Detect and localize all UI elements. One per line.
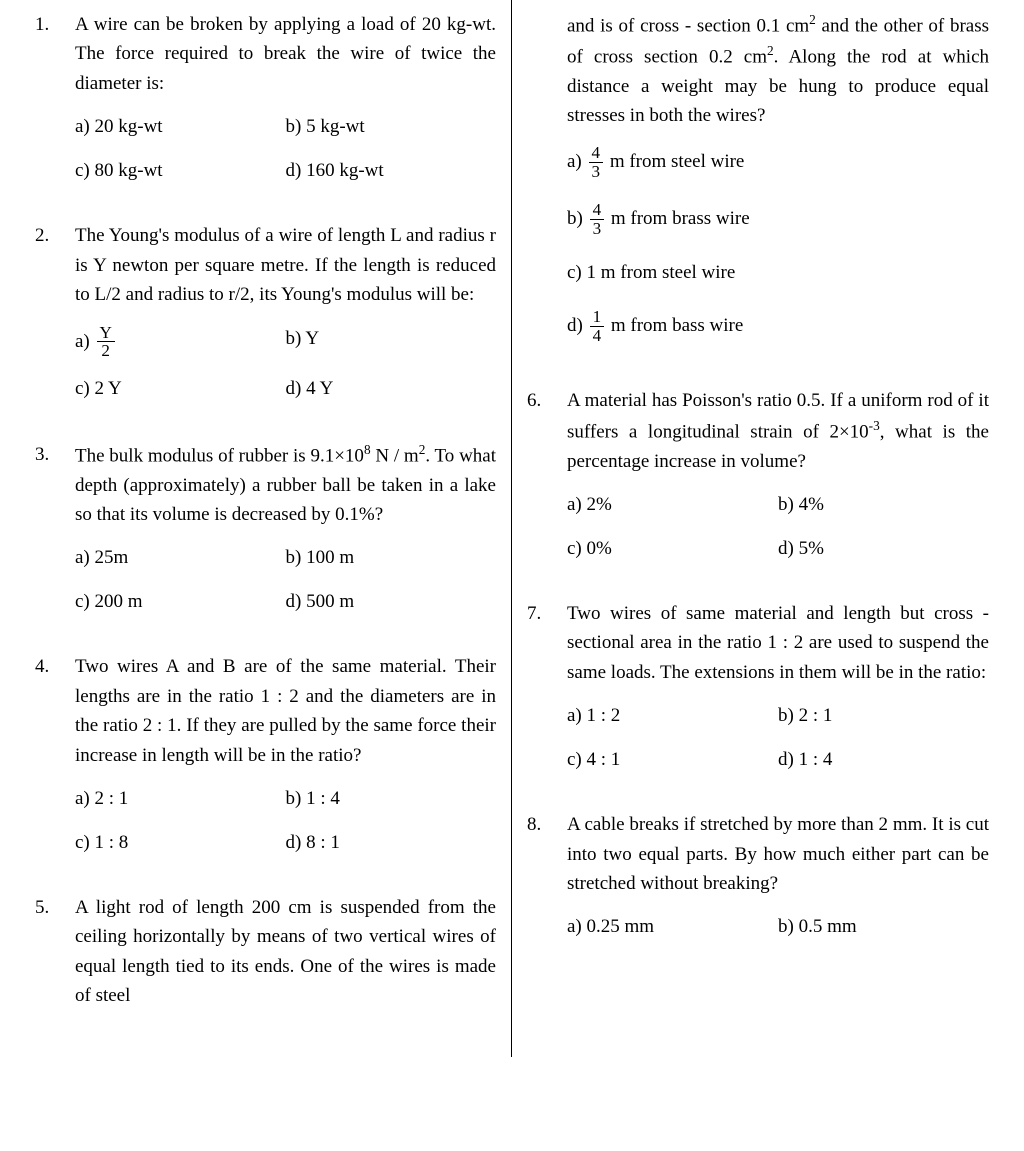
page-container: 1.A wire can be broken by applying a loa… xyxy=(0,0,1024,1057)
option: d) 8 : 1 xyxy=(286,828,497,857)
option: a) 2% xyxy=(567,490,778,519)
numerator: Y xyxy=(97,324,115,343)
option: d) 160 kg-wt xyxy=(286,156,497,185)
fraction: 43 xyxy=(590,201,605,238)
option: d) 500 m xyxy=(286,587,497,616)
denominator: 4 xyxy=(590,327,605,345)
question-stem: The bulk modulus of rubber is 9.1×108 N … xyxy=(75,440,496,530)
question-number: 2. xyxy=(35,221,75,418)
question-number: 6. xyxy=(527,386,567,577)
question: 8.A cable breaks if stretched by more th… xyxy=(527,810,989,956)
question: 4.Two wires A and B are of the same mate… xyxy=(35,652,496,871)
option: b) 1 : 4 xyxy=(286,784,497,813)
question: 7.Two wires of same material and length … xyxy=(527,599,989,788)
option: c) 4 : 1 xyxy=(567,745,778,774)
question: 5.A light rod of length 200 cm is suspen… xyxy=(35,893,496,1025)
question-stem: A material has Poisson's ratio 0.5. If a… xyxy=(567,386,989,476)
fraction: 14 xyxy=(590,308,605,345)
options: a) 43 m from steel wire b) 43 m from bras… xyxy=(567,144,989,364)
question-number: 3. xyxy=(35,440,75,631)
question-number: 5. xyxy=(35,893,75,1025)
fraction: 43 xyxy=(589,144,604,181)
question: 1.A wire can be broken by applying a loa… xyxy=(35,10,496,199)
option: b) 0.5 mm xyxy=(778,912,989,941)
question: and is of cross - section 0.1 cm2 and th… xyxy=(527,10,989,364)
question-stem: A cable breaks if stretched by more than… xyxy=(567,810,989,898)
question-body: A wire can be broken by applying a load … xyxy=(75,10,496,199)
right-column: and is of cross - section 0.1 cm2 and th… xyxy=(512,0,1004,1057)
option: b) 5 kg-wt xyxy=(286,112,497,141)
options: a) 2 : 1b) 1 : 4c) 1 : 8d) 8 : 1 xyxy=(75,784,496,871)
option: c) 80 kg-wt xyxy=(75,156,286,185)
question: 2.The Young's modulus of a wire of lengt… xyxy=(35,221,496,418)
option: d) 14 m from bass wire xyxy=(567,308,989,345)
option: b) 2 : 1 xyxy=(778,701,989,730)
option: a) Y2 xyxy=(75,324,286,361)
question-number: 1. xyxy=(35,10,75,199)
question-body: Two wires A and B are of the same materi… xyxy=(75,652,496,871)
options: a) 20 kg-wtb) 5 kg-wtc) 80 kg-wtd) 160 k… xyxy=(75,112,496,199)
numerator: 4 xyxy=(589,144,604,163)
option: a) 25m xyxy=(75,543,286,572)
option: a) 43 m from steel wire xyxy=(567,144,989,181)
option: c) 1 m from steel wire xyxy=(567,258,989,287)
denominator: 3 xyxy=(590,220,605,238)
question-body: and is of cross - section 0.1 cm2 and th… xyxy=(567,10,989,364)
question: 3.The bulk modulus of rubber is 9.1×108 … xyxy=(35,440,496,631)
question-number: 4. xyxy=(35,652,75,871)
option: c) 1 : 8 xyxy=(75,828,286,857)
question-stem: A wire can be broken by applying a load … xyxy=(75,10,496,98)
option: b) Y xyxy=(286,324,497,361)
denominator: 2 xyxy=(97,342,115,360)
options: a) 25mb) 100 mc) 200 md) 500 m xyxy=(75,543,496,630)
question-body: A material has Poisson's ratio 0.5. If a… xyxy=(567,386,989,577)
option: a) 0.25 mm xyxy=(567,912,778,941)
option: d) 1 : 4 xyxy=(778,745,989,774)
question-stem: Two wires A and B are of the same materi… xyxy=(75,652,496,770)
left-column: 1.A wire can be broken by applying a loa… xyxy=(20,0,512,1057)
options: a) 0.25 mmb) 0.5 mm xyxy=(567,912,989,955)
option: c) 2 Y xyxy=(75,374,286,403)
question-body: The bulk modulus of rubber is 9.1×108 N … xyxy=(75,440,496,631)
options: a) 2%b) 4%c) 0%d) 5% xyxy=(567,490,989,577)
numerator: 1 xyxy=(590,308,605,327)
option: d) 4 Y xyxy=(286,374,497,403)
option: a) 1 : 2 xyxy=(567,701,778,730)
question-stem: The Young's modulus of a wire of length … xyxy=(75,221,496,309)
question: 6.A material has Poisson's ratio 0.5. If… xyxy=(527,386,989,577)
question-body: The Young's modulus of a wire of length … xyxy=(75,221,496,418)
question-body: A cable breaks if stretched by more than… xyxy=(567,810,989,956)
question-stem: and is of cross - section 0.1 cm2 and th… xyxy=(567,10,989,130)
options: a) 1 : 2b) 2 : 1c) 4 : 1d) 1 : 4 xyxy=(567,701,989,788)
options: a) Y2b) Yc) 2 Yd) 4 Y xyxy=(75,324,496,418)
question-stem: A light rod of length 200 cm is suspende… xyxy=(75,893,496,1011)
option: c) 0% xyxy=(567,534,778,563)
question-body: Two wires of same material and length bu… xyxy=(567,599,989,788)
fraction: Y2 xyxy=(97,324,115,361)
option: d) 5% xyxy=(778,534,989,563)
question-stem: Two wires of same material and length bu… xyxy=(567,599,989,687)
option: c) 200 m xyxy=(75,587,286,616)
option: a) 20 kg-wt xyxy=(75,112,286,141)
denominator: 3 xyxy=(589,163,604,181)
question-number: 8. xyxy=(527,810,567,956)
option: b) 43 m from brass wire xyxy=(567,201,989,238)
question-number: 7. xyxy=(527,599,567,788)
option: b) 4% xyxy=(778,490,989,519)
option: a) 2 : 1 xyxy=(75,784,286,813)
option: b) 100 m xyxy=(286,543,497,572)
numerator: 4 xyxy=(590,201,605,220)
question-body: A light rod of length 200 cm is suspende… xyxy=(75,893,496,1025)
